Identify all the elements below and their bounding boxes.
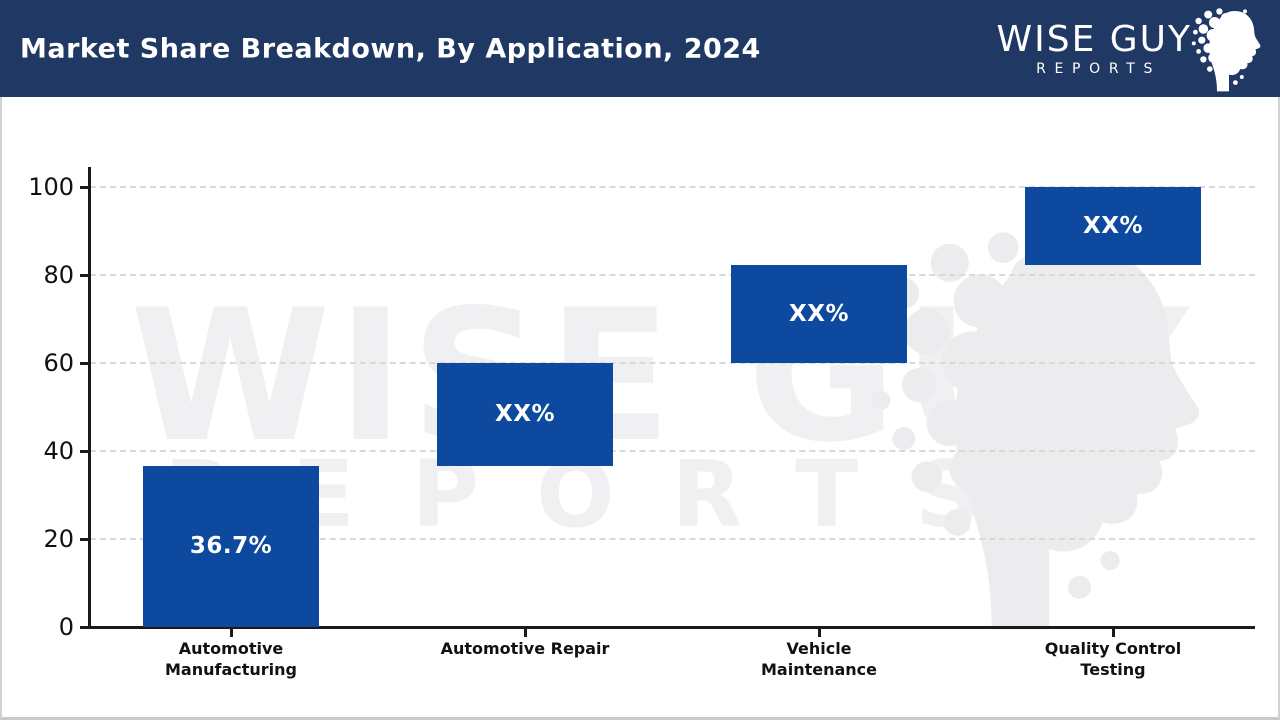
- chart-title: Market Share Breakdown, By Application, …: [20, 33, 761, 64]
- y-axis-tick-label: 60: [43, 349, 74, 377]
- plot: 0 20 40 60 80 100 36.7% Automotive Manufacturing…: [2, 97, 1278, 717]
- x-axis-tick: [524, 628, 527, 637]
- y-axis-tick-label: 100: [28, 173, 74, 201]
- bar-automotive-manufacturing: 36.7%: [143, 465, 319, 627]
- bar-value-label: XX%: [788, 300, 849, 327]
- category-label: Vehicle Maintenance: [760, 639, 877, 679]
- logo-subtext: REPORTS: [1036, 60, 1162, 77]
- y-axis-tick: [80, 537, 89, 541]
- y-axis-tick: [80, 273, 89, 277]
- bar-quality-control-testing: XX%: [1025, 187, 1201, 265]
- gridline: [90, 362, 1255, 364]
- y-axis-tick: [80, 361, 89, 365]
- x-axis-tick: [1112, 628, 1115, 637]
- y-axis-tick: [80, 185, 89, 189]
- gridline: [90, 538, 1255, 540]
- y-axis-tick-label: 0: [58, 613, 74, 641]
- x-axis-tick: [230, 628, 233, 637]
- bar-value-label: 36.7%: [189, 533, 273, 560]
- logo-wordmark: WISE GUY: [996, 18, 1192, 60]
- x-axis-tick: [818, 628, 821, 637]
- category-label: Automotive Repair: [440, 639, 610, 658]
- gridline: [90, 274, 1255, 276]
- y-axis-tick-label: 80: [43, 261, 74, 289]
- wiseguy-head-icon: [1188, 5, 1270, 93]
- wiseguy-logo: WISE GUY REPORTS: [997, 0, 1271, 97]
- y-axis-tick-label: 20: [43, 525, 74, 553]
- y-axis-tick: [80, 625, 89, 629]
- y-axis-line: [88, 167, 91, 629]
- gridline: [90, 186, 1255, 188]
- bar-value-label: XX%: [494, 401, 555, 428]
- header-banner: Market Share Breakdown, By Application, …: [0, 0, 1280, 97]
- logo-text: WISE GUY REPORTS: [996, 18, 1193, 77]
- y-axis-tick-label: 40: [43, 437, 74, 465]
- gridline: [90, 450, 1255, 452]
- bar-value-label: XX%: [1082, 212, 1143, 239]
- chart-area: WISE GUY REPORTS 0 20 40 60 80 100 36.7% Automo…: [0, 97, 1280, 720]
- bar-vehicle-maintenance: XX%: [731, 264, 907, 363]
- x-axis-line: [88, 626, 1255, 629]
- y-axis-tick: [80, 449, 89, 453]
- category-label: Automotive Manufacturing: [165, 639, 297, 679]
- bar-automotive-repair: XX%: [437, 363, 613, 466]
- category-label: Quality Control Testing: [1044, 639, 1182, 679]
